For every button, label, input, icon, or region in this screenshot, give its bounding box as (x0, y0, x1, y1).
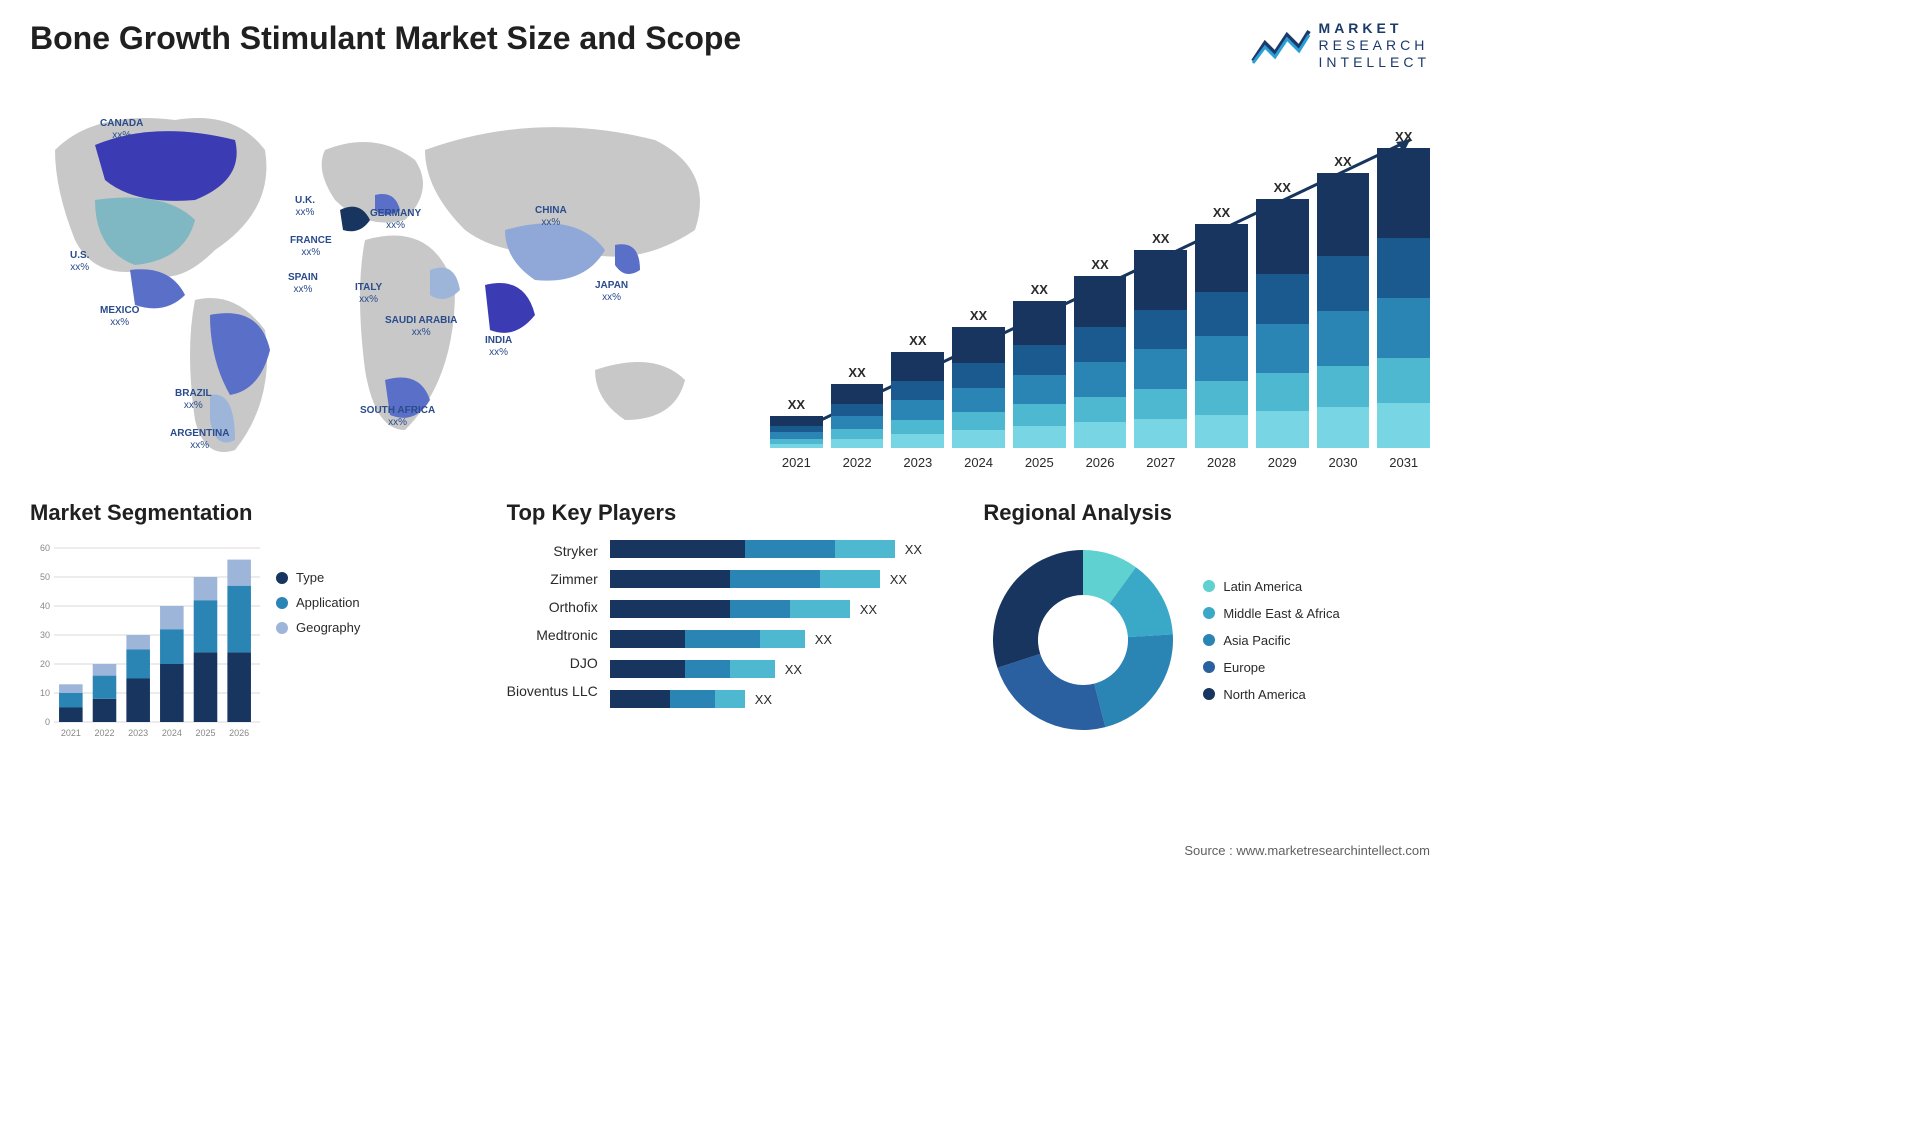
segmentation-chart: 0 10 20 30 40 50 60 2021 2022 2023 2024 2025 2026 (30, 540, 260, 740)
player-name: Zimmer (507, 571, 598, 587)
regional-legend: Latin America Middle East & Africa Asia Pa… (1203, 579, 1339, 702)
logo-line1: MARKET (1319, 20, 1430, 37)
map-country-label: SPAINxx% (288, 272, 318, 296)
growth-bar: XX2023 (891, 333, 944, 448)
svg-text:60: 60 (40, 543, 50, 553)
growth-bar: XX2024 (952, 308, 1005, 449)
svg-text:2023: 2023 (128, 728, 148, 738)
svg-text:10: 10 (40, 688, 50, 698)
svg-text:40: 40 (40, 601, 50, 611)
legend-item: North America (1203, 687, 1339, 702)
player-bar-row: XX (610, 540, 922, 558)
map-country-label: FRANCExx% (290, 235, 332, 259)
map-country-label: ITALYxx% (355, 282, 382, 306)
growth-bar: XX2030 (1317, 154, 1370, 448)
page-title: Bone Growth Stimulant Market Size and Sc… (30, 20, 741, 57)
legend-item: Type (276, 570, 360, 585)
player-bar-row: XX (610, 630, 922, 648)
legend-item: Europe (1203, 660, 1339, 675)
source-attribution: Source : www.marketresearchintellect.com (1184, 843, 1430, 858)
growth-forecast-chart: XX2021XX2022XX2023XX2024XX2025XX2026XX20… (770, 90, 1430, 470)
map-country-label: U.K.xx% (295, 195, 315, 219)
brand-logo: MARKET RESEARCH INTELLECT (1251, 20, 1430, 70)
svg-text:2025: 2025 (195, 728, 215, 738)
map-country-label: CANADAxx% (100, 118, 143, 142)
growth-bar: XX2027 (1134, 231, 1187, 448)
map-country-label: INDIAxx% (485, 335, 512, 359)
map-country-label: SOUTH AFRICAxx% (360, 405, 435, 429)
regional-title: Regional Analysis (983, 500, 1430, 526)
players-panel: Top Key Players Stryker Zimmer Orthofix Med… (507, 500, 954, 740)
logo-line3: INTELLECT (1319, 54, 1430, 71)
legend-item: Middle East & Africa (1203, 606, 1339, 621)
player-bar-row: XX (610, 690, 922, 708)
growth-bar: XX2025 (1013, 282, 1066, 448)
legend-item: Asia Pacific (1203, 633, 1339, 648)
map-country-label: SAUDI ARABIAxx% (385, 315, 457, 339)
svg-text:30: 30 (40, 630, 50, 640)
map-country-label: U.S.xx% (70, 250, 89, 274)
player-name: Medtronic (507, 627, 598, 643)
players-title: Top Key Players (507, 500, 954, 526)
svg-text:2022: 2022 (94, 728, 114, 738)
player-name: Bioventus LLC (507, 683, 598, 699)
legend-item: Geography (276, 620, 360, 635)
growth-bar: XX2029 (1256, 180, 1309, 449)
player-bar-row: XX (610, 660, 922, 678)
regional-donut (983, 540, 1183, 740)
svg-text:2026: 2026 (229, 728, 249, 738)
player-bar-row: XX (610, 570, 922, 588)
world-map: CANADAxx% U.S.xx% MEXICOxx% BRAZILxx% ARGENT… (30, 90, 740, 470)
svg-text:20: 20 (40, 659, 50, 669)
map-country-label: ARGENTINAxx% (170, 428, 229, 452)
player-name: Orthofix (507, 599, 598, 615)
segmentation-legend: Type Application Geography (276, 540, 360, 740)
svg-text:2024: 2024 (162, 728, 182, 738)
legend-item: Application (276, 595, 360, 610)
svg-text:0: 0 (45, 717, 50, 727)
segmentation-panel: Market Segmentation 0 10 20 30 40 50 60 2021 202… (30, 500, 477, 740)
svg-text:2021: 2021 (61, 728, 81, 738)
map-country-label: BRAZILxx% (175, 388, 212, 412)
map-country-label: CHINAxx% (535, 205, 567, 229)
logo-icon (1251, 25, 1311, 65)
segmentation-title: Market Segmentation (30, 500, 477, 526)
player-names: Stryker Zimmer Orthofix Medtronic DJO Biovent… (507, 540, 598, 708)
map-country-label: GERMANYxx% (370, 208, 421, 232)
player-bar-row: XX (610, 600, 922, 618)
logo-line2: RESEARCH (1319, 37, 1430, 54)
player-bars: XX XX XX XX XX XX (610, 540, 922, 708)
svg-text:50: 50 (40, 572, 50, 582)
growth-bar: XX2026 (1074, 257, 1127, 449)
growth-bar: XX2022 (831, 365, 884, 448)
map-country-label: JAPANxx% (595, 280, 628, 304)
growth-bar: XX2021 (770, 397, 823, 448)
player-name: DJO (507, 655, 598, 671)
player-name: Stryker (507, 543, 598, 559)
growth-bar: XX2031 (1377, 129, 1430, 449)
growth-bar: XX2028 (1195, 205, 1248, 448)
legend-item: Latin America (1203, 579, 1339, 594)
map-country-label: MEXICOxx% (100, 305, 139, 329)
regional-panel: Regional Analysis Latin America Middle Ea… (983, 500, 1430, 740)
